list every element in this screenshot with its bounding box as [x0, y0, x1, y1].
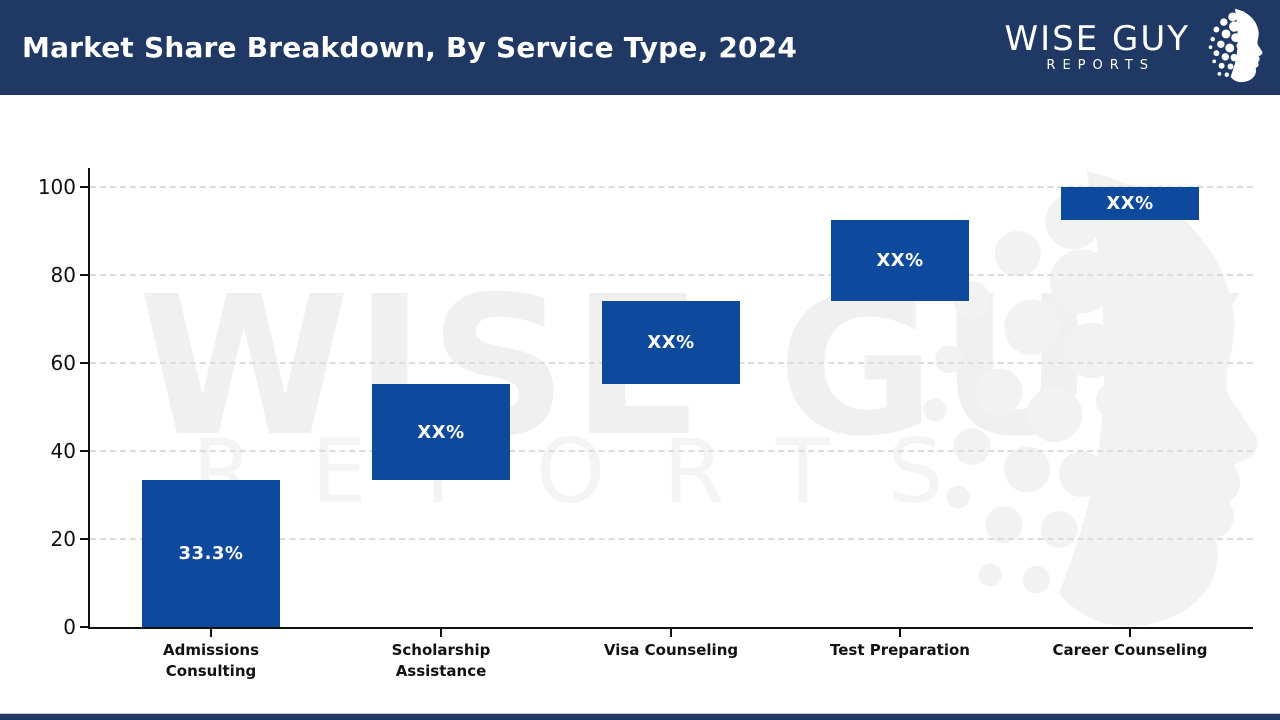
footer-bar: [0, 713, 1280, 720]
x-tick-mark-2: [440, 629, 442, 637]
bar-value-label-4: XX%: [876, 249, 924, 271]
x-tick-label-5: Career Counseling: [1052, 641, 1208, 659]
y-tick-mark-100: [80, 186, 88, 188]
gridline-20: [90, 538, 1253, 540]
bar-value-label-3: XX%: [647, 332, 695, 354]
x-tick-mark-1: [210, 629, 212, 637]
bar-value-label-2: XX%: [417, 421, 465, 443]
gridline-40: [90, 450, 1253, 452]
bar-value-label-1: 33.3%: [178, 543, 244, 565]
x-tick-mark-4: [899, 629, 901, 637]
y-axis-line: [88, 168, 90, 627]
y-tick-mark-20: [80, 538, 88, 540]
y-tick-label-40: 40: [50, 439, 76, 463]
y-tick-label-60: 60: [50, 351, 76, 375]
y-tick-label-100: 100: [37, 175, 76, 199]
x-tick-label-3: Visa Counseling: [603, 641, 739, 659]
bar-1: 33.3%: [142, 480, 280, 627]
bar-value-label-5: XX%: [1106, 193, 1154, 214]
y-tick-mark-40: [80, 450, 88, 452]
y-tick-mark-60: [80, 362, 88, 364]
x-tick-label-1: Admissions Consulting: [162, 641, 260, 680]
wiseguy-logo-text: WISE GUY REPORTS: [1004, 21, 1190, 74]
bar-2: XX%: [372, 384, 510, 481]
wiseguy-face-icon: [1208, 8, 1263, 82]
wiseguy-logo: WISE GUY REPORTS: [1004, 7, 1280, 89]
logo-wordmark: WISE GUY: [1004, 19, 1190, 59]
bar-4: XX%: [831, 220, 969, 301]
watermark-subtitle: REPORTS: [192, 420, 1002, 523]
watermark-face-icon: [923, 171, 1258, 627]
header-bar: Market Share Breakdown, By Service Type,…: [0, 0, 1280, 95]
logo-subtitle: REPORTS: [1046, 58, 1156, 73]
bar-5: XX%: [1061, 187, 1199, 220]
y-tick-label-80: 80: [50, 263, 76, 287]
x-tick-label-2: Scholarship Assistance: [391, 641, 491, 680]
y-tick-mark-0: [80, 626, 88, 628]
y-tick-label-20: 20: [50, 527, 76, 551]
bar-3: XX%: [602, 300, 740, 385]
y-tick-label-0: 0: [63, 615, 76, 639]
gridline-80: [90, 274, 1253, 276]
x-tick-label-4: Test Preparation: [830, 641, 970, 659]
chart-title: Market Share Breakdown, By Service Type,…: [22, 31, 798, 64]
x-tick-mark-5: [1129, 629, 1131, 637]
gridline-100: [90, 186, 1253, 188]
x-tick-mark-3: [670, 629, 672, 637]
y-tick-mark-80: [80, 274, 88, 276]
x-axis-line: [88, 627, 1253, 629]
